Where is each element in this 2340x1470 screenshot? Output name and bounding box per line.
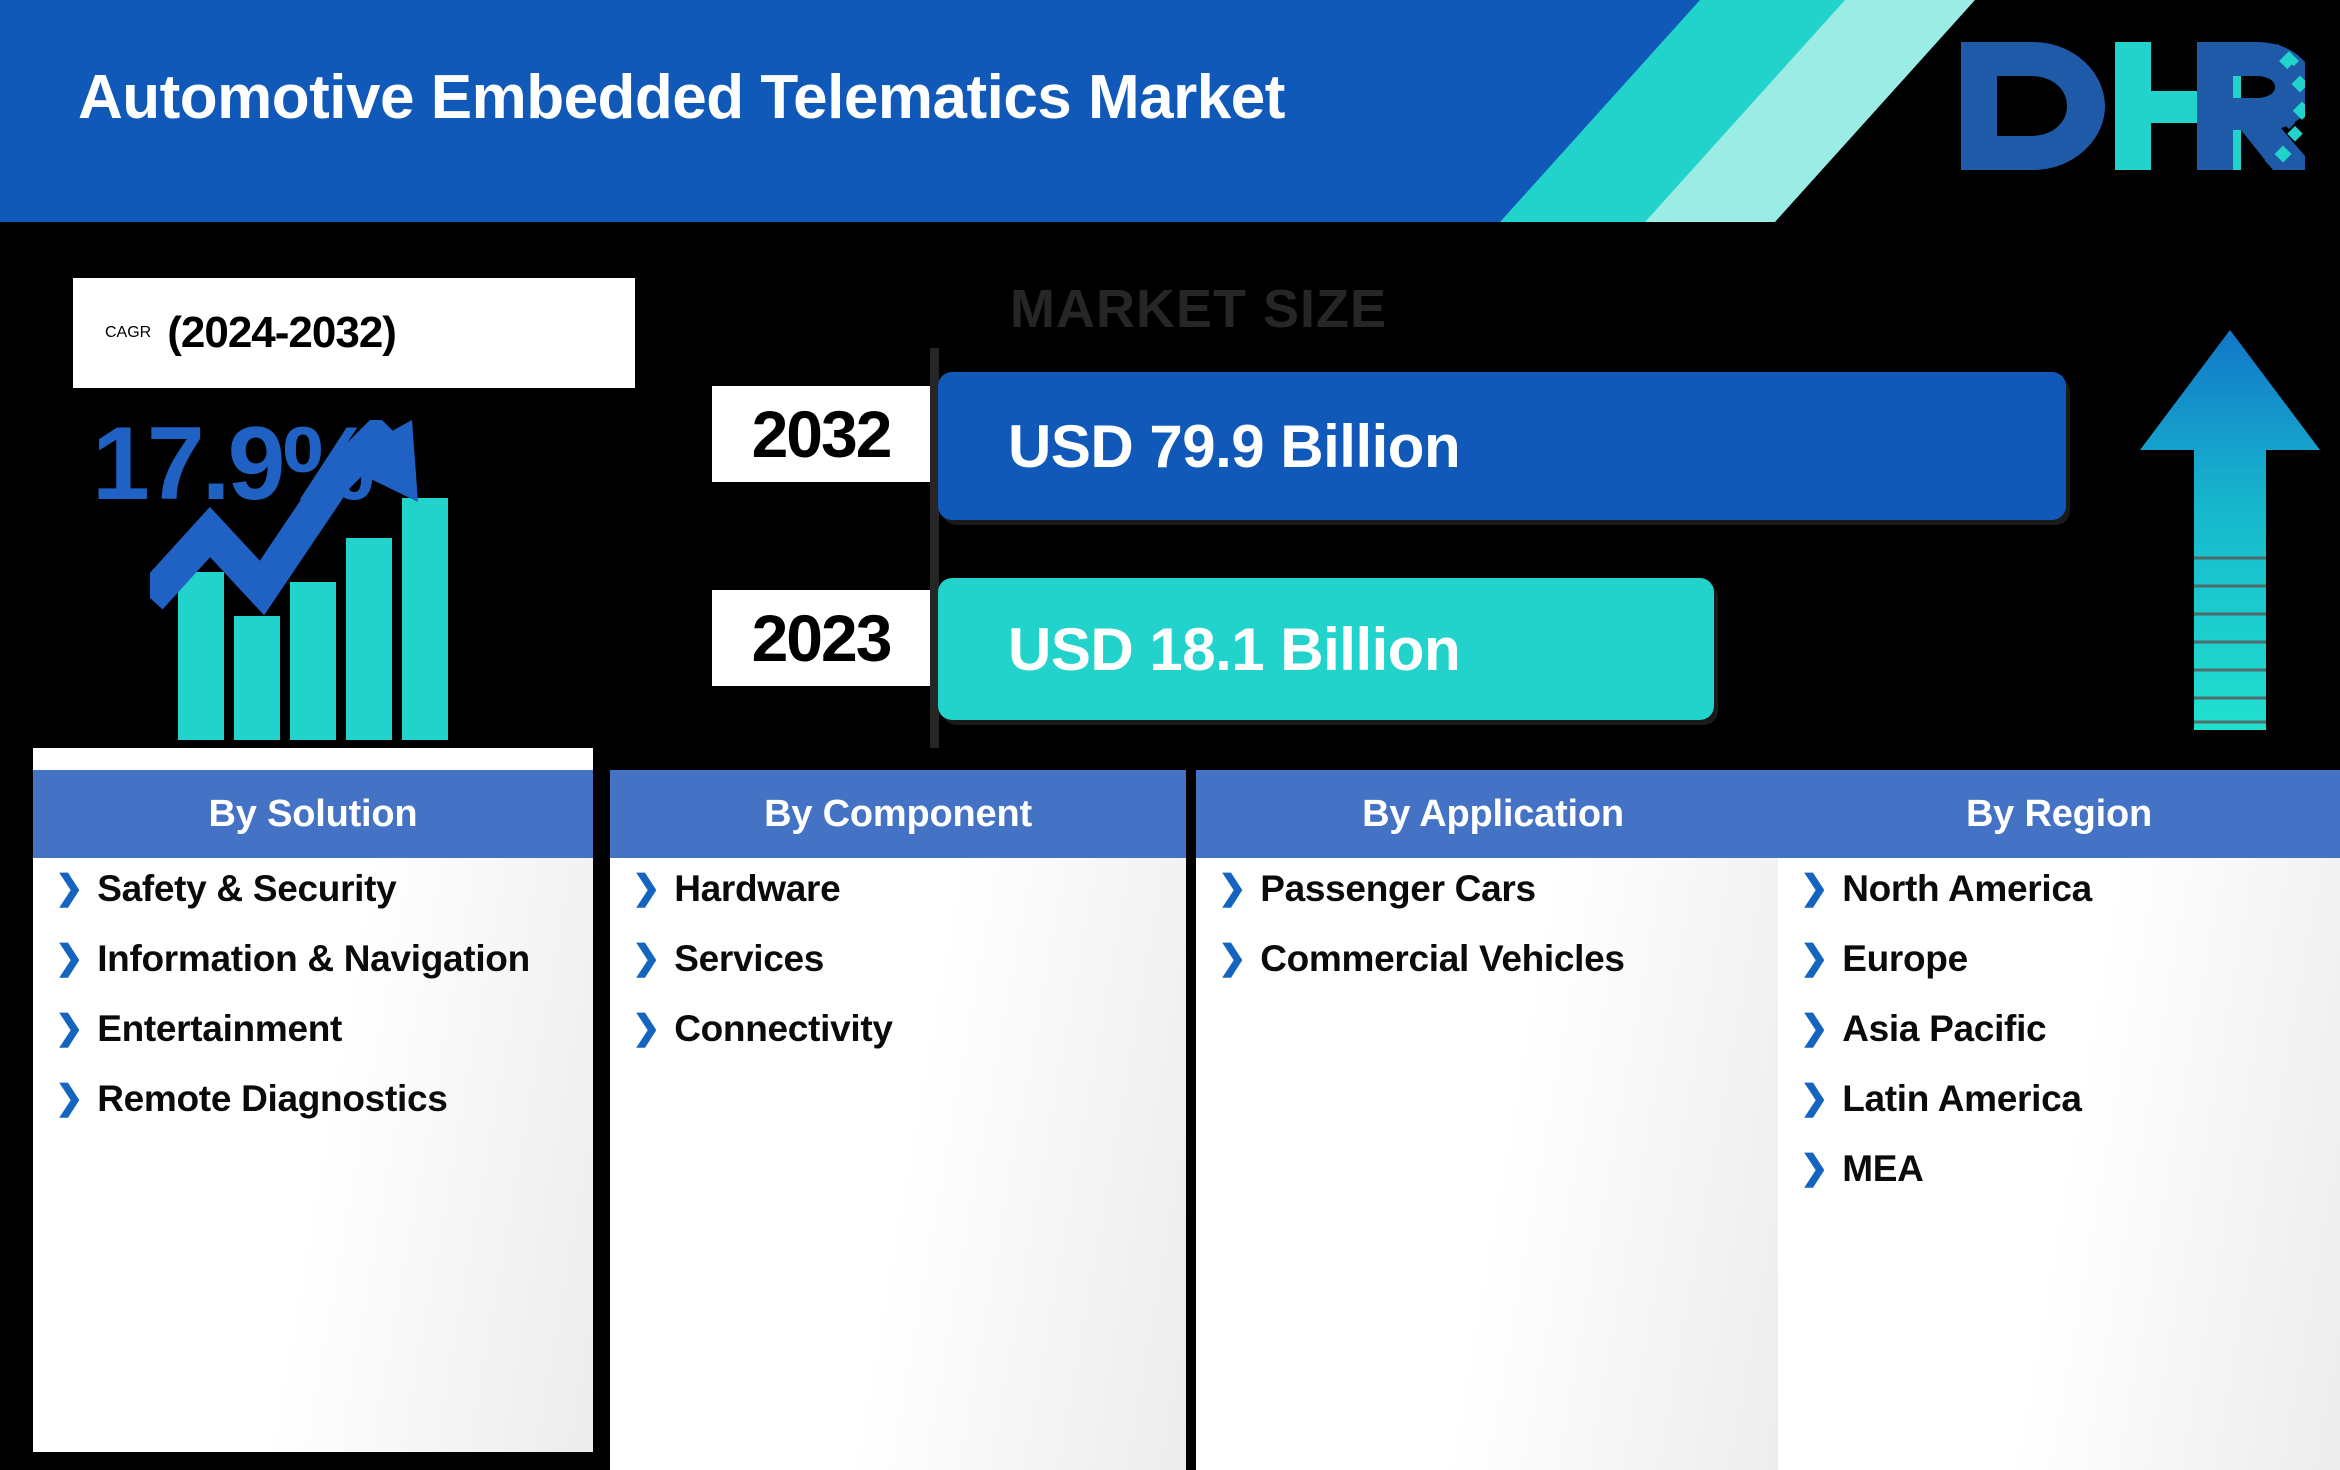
list-item[interactable]: ❯ MEA bbox=[1800, 1146, 2328, 1192]
chevron-right-icon: ❯ bbox=[632, 869, 661, 907]
cagr-box: CAGR (2024-2032) bbox=[73, 278, 635, 388]
chevron-right-icon: ❯ bbox=[632, 1008, 661, 1047]
column-background bbox=[610, 770, 1186, 1470]
segment-columns: By Solution ❯ Safety & Security ❯ Informat… bbox=[0, 770, 2340, 1470]
list-item[interactable]: ❯ Asia Pacific bbox=[1800, 1006, 2328, 1052]
chevron-right-icon: ❯ bbox=[55, 1008, 84, 1047]
list-item[interactable]: ❯ Commercial Vehicles bbox=[1218, 936, 1778, 982]
chart-axis-line bbox=[930, 348, 939, 748]
list-item-label: MEA bbox=[1842, 1147, 1924, 1189]
list-item[interactable]: ❯ Connectivity bbox=[632, 1006, 1174, 1052]
page-title: Automotive Embedded Telematics Market bbox=[78, 63, 1285, 132]
list-item[interactable]: ❯ Safety & Security bbox=[55, 866, 581, 912]
list-item-label: Passenger Cars bbox=[1260, 868, 1536, 909]
growth-bar-chart-arrow-icon bbox=[137, 413, 580, 740]
cagr-period: (2024-2032) bbox=[167, 308, 397, 357]
list-item[interactable]: ❯ Europe bbox=[1800, 936, 2328, 982]
chevron-right-icon: ❯ bbox=[1800, 938, 1829, 977]
list-item[interactable]: ❯ Services bbox=[632, 936, 1174, 982]
list-item[interactable]: ❯ North America bbox=[1800, 866, 2328, 912]
chevron-right-icon: ❯ bbox=[55, 869, 84, 907]
segment-column-by-region: By Region ❯ North America ❯ Europe ❯ Asia P… bbox=[1778, 770, 2340, 1470]
list-item-label: Information & Navigation bbox=[97, 937, 530, 979]
chevron-right-icon: ❯ bbox=[1218, 869, 1247, 907]
chevron-right-icon: ❯ bbox=[55, 938, 84, 977]
segment-column-by-solution: By Solution ❯ Safety & Security ❯ Informat… bbox=[33, 770, 593, 1452]
segment-column-by-component: By Component ❯ Hardware ❯ Services ❯ Connec… bbox=[610, 770, 1186, 1470]
column-header-by-component: By Component bbox=[610, 770, 1186, 858]
chevron-right-icon: ❯ bbox=[55, 1078, 84, 1117]
column-header-by-solution: By Solution bbox=[33, 770, 593, 858]
chevron-right-icon: ❯ bbox=[1800, 869, 1829, 907]
header-blue-band bbox=[0, 0, 1760, 222]
bar-year-label-2032: 2032 bbox=[712, 386, 930, 482]
list-item-label: Services bbox=[674, 937, 825, 979]
cagr-label: CAGR bbox=[105, 324, 152, 341]
bar-year-label-2023: 2023 bbox=[712, 590, 930, 686]
list-item[interactable]: ❯ Hardware bbox=[632, 866, 1174, 912]
list-item-label: Connectivity bbox=[674, 1007, 893, 1049]
column-background bbox=[1778, 770, 2340, 1470]
dhr-logo bbox=[1955, 36, 2305, 176]
segment-column-by-application: By Application ❯ Passenger Cars ❯ Commerci… bbox=[1196, 770, 1790, 1470]
upward-growth-arrow-icon bbox=[2140, 330, 2320, 730]
list-item-label: Latin America bbox=[1842, 1077, 2082, 1119]
bar-2023: USD 18.1 Billion bbox=[938, 578, 1714, 720]
page-header: Automotive Embedded Telematics Market bbox=[0, 0, 2340, 222]
list-item[interactable]: ❯ Latin America bbox=[1800, 1076, 2328, 1122]
chevron-right-icon: ❯ bbox=[1800, 1148, 1829, 1187]
list-item-label: Safety & Security bbox=[97, 868, 397, 909]
chevron-right-icon: ❯ bbox=[1218, 938, 1247, 977]
list-item[interactable]: ❯ Information & Navigation bbox=[55, 936, 581, 982]
list-item[interactable]: ❯ Remote Diagnostics bbox=[55, 1076, 581, 1122]
chevron-right-icon: ❯ bbox=[1800, 1008, 1829, 1047]
column-background bbox=[33, 770, 593, 1452]
list-item-label: Remote Diagnostics bbox=[97, 1077, 448, 1119]
chevron-right-icon: ❯ bbox=[1800, 1078, 1829, 1117]
list-item[interactable]: ❯ Passenger Cars bbox=[1218, 866, 1778, 912]
list-item-label: Commercial Vehicles bbox=[1260, 937, 1625, 979]
list-item-label: Asia Pacific bbox=[1842, 1007, 2047, 1049]
column-list-by-solution: ❯ Safety & Security ❯ Information & Naviga… bbox=[33, 866, 593, 1146]
list-item-label: Europe bbox=[1842, 937, 1968, 979]
list-item-label: Hardware bbox=[674, 868, 841, 909]
column-list-by-region: ❯ North America ❯ Europe ❯ Asia Pacific ❯ La… bbox=[1778, 866, 2340, 1215]
column-list-by-component: ❯ Hardware ❯ Services ❯ Connectivity bbox=[610, 866, 1186, 1076]
column-list-by-application: ❯ Passenger Cars ❯ Commercial Vehicles bbox=[1196, 866, 1790, 1006]
column-header-by-application: By Application bbox=[1196, 770, 1790, 858]
chevron-right-icon: ❯ bbox=[632, 938, 661, 977]
column-background bbox=[1196, 770, 1790, 1470]
list-item-label: North America bbox=[1842, 868, 2092, 909]
list-item[interactable]: ❯ Entertainment bbox=[55, 1006, 581, 1052]
market-size-title: MARKET SIZE bbox=[1010, 279, 1388, 339]
list-item-label: Entertainment bbox=[97, 1007, 343, 1049]
bar-2032: USD 79.9 Billion bbox=[938, 372, 2066, 520]
column-top-accent-strip bbox=[33, 748, 593, 770]
column-header-by-region: By Region bbox=[1778, 770, 2340, 858]
